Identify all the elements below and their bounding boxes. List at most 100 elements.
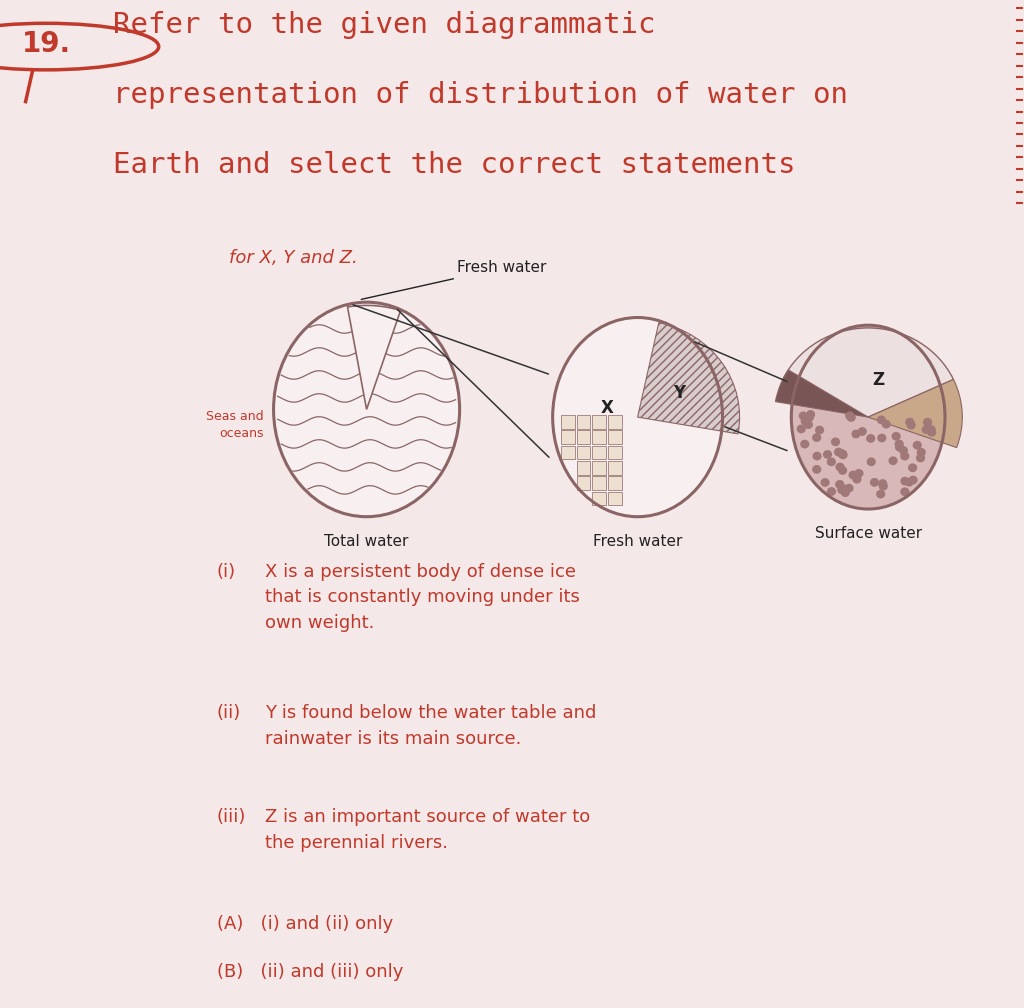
Text: Fresh water: Fresh water	[361, 260, 547, 299]
Circle shape	[908, 464, 916, 472]
Circle shape	[889, 457, 897, 465]
Ellipse shape	[792, 326, 945, 509]
Circle shape	[899, 447, 907, 455]
Wedge shape	[782, 328, 953, 417]
Circle shape	[901, 488, 908, 495]
Circle shape	[909, 477, 918, 484]
Circle shape	[892, 432, 900, 439]
Circle shape	[836, 481, 844, 488]
Circle shape	[853, 476, 861, 483]
Text: 19.: 19.	[22, 30, 71, 58]
Bar	[592, 461, 606, 475]
Bar	[608, 461, 622, 475]
Text: Z is an important source of water to
the perennial rivers.: Z is an important source of water to the…	[265, 807, 591, 852]
Bar	[592, 430, 606, 444]
Text: Earth and select the correct statements: Earth and select the correct statements	[113, 151, 796, 179]
Circle shape	[906, 418, 913, 425]
Circle shape	[928, 428, 936, 436]
Circle shape	[883, 420, 890, 427]
Bar	[608, 415, 622, 428]
Circle shape	[827, 488, 836, 495]
Circle shape	[877, 491, 885, 498]
Wedge shape	[347, 305, 400, 409]
Circle shape	[905, 479, 913, 486]
Circle shape	[901, 478, 909, 485]
Bar	[577, 430, 591, 444]
Circle shape	[866, 434, 874, 443]
Text: Y is found below the water table and
rainwater is its main source.: Y is found below the water table and rai…	[265, 705, 597, 748]
Circle shape	[916, 455, 925, 462]
Bar	[592, 446, 606, 460]
Bar	[577, 477, 591, 490]
Wedge shape	[775, 370, 868, 417]
Text: (i): (i)	[217, 562, 237, 581]
Text: (ii): (ii)	[217, 705, 242, 723]
Circle shape	[805, 421, 812, 428]
Bar	[608, 446, 622, 460]
Text: X: X	[600, 399, 613, 417]
Circle shape	[923, 425, 930, 433]
Circle shape	[840, 485, 848, 492]
Circle shape	[878, 416, 886, 423]
Circle shape	[878, 434, 886, 442]
Bar	[592, 415, 606, 428]
Text: (B)   (ii) and (iii) only: (B) (ii) and (iii) only	[217, 963, 403, 981]
Circle shape	[839, 451, 847, 458]
Text: Fresh water: Fresh water	[593, 533, 682, 548]
Circle shape	[907, 421, 915, 428]
Circle shape	[807, 410, 814, 418]
Text: Refer to the given diagrammatic: Refer to the given diagrammatic	[113, 11, 655, 39]
Circle shape	[846, 412, 854, 419]
Circle shape	[896, 444, 903, 451]
Text: Surface water: Surface water	[814, 526, 922, 541]
Circle shape	[924, 418, 932, 425]
Bar	[592, 477, 606, 490]
Bar	[577, 461, 591, 475]
Circle shape	[798, 425, 805, 432]
Circle shape	[895, 440, 903, 448]
Circle shape	[816, 426, 823, 433]
Circle shape	[879, 480, 887, 487]
Ellipse shape	[553, 318, 723, 517]
Circle shape	[831, 438, 840, 446]
Circle shape	[821, 479, 829, 486]
Circle shape	[802, 417, 809, 424]
Bar	[561, 446, 574, 460]
Circle shape	[918, 449, 925, 456]
Circle shape	[855, 470, 863, 477]
Circle shape	[845, 485, 853, 492]
Bar	[608, 477, 622, 490]
Circle shape	[813, 466, 820, 473]
Circle shape	[838, 486, 846, 493]
Wedge shape	[868, 379, 963, 448]
Circle shape	[852, 430, 860, 437]
Text: Y: Y	[674, 384, 686, 401]
Text: Seas and
oceans: Seas and oceans	[206, 410, 264, 439]
Circle shape	[839, 452, 847, 459]
Bar	[608, 430, 622, 444]
Ellipse shape	[273, 302, 460, 517]
Circle shape	[806, 414, 813, 421]
Bar	[577, 446, 591, 460]
Circle shape	[913, 442, 922, 449]
Circle shape	[813, 433, 820, 442]
Circle shape	[800, 412, 807, 419]
Bar	[592, 492, 606, 505]
Circle shape	[838, 450, 846, 458]
Circle shape	[837, 464, 844, 471]
Circle shape	[813, 453, 821, 460]
Circle shape	[870, 479, 879, 486]
Text: representation of distribution of water on: representation of distribution of water …	[113, 82, 848, 109]
Circle shape	[839, 467, 847, 474]
Circle shape	[827, 459, 836, 466]
Text: Z: Z	[871, 371, 884, 389]
Text: (A)   (i) and (ii) only: (A) (i) and (ii) only	[217, 915, 393, 933]
Bar	[561, 430, 574, 444]
Bar	[561, 415, 574, 428]
Circle shape	[801, 440, 809, 448]
Bar	[577, 415, 591, 428]
Circle shape	[849, 472, 857, 479]
Circle shape	[858, 427, 866, 435]
Circle shape	[880, 483, 887, 490]
Bar	[608, 492, 622, 505]
